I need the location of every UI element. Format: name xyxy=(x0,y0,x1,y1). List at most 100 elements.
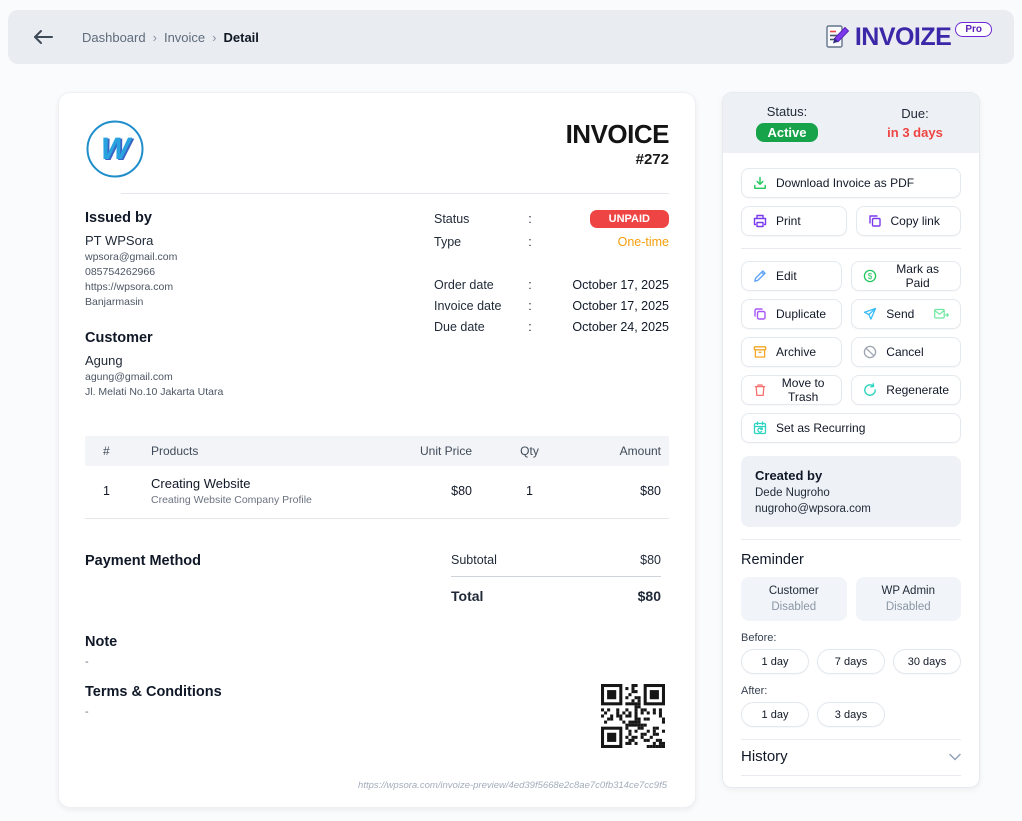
sidebar-due-label: Due: xyxy=(901,106,929,121)
before-1-day-pill[interactable]: 1 day xyxy=(741,649,809,674)
invoice-date-label: Invoice date xyxy=(434,299,502,313)
dollar-circle-icon: $ xyxy=(863,269,877,283)
quantity: 1 xyxy=(526,484,533,498)
chevron-down-icon xyxy=(949,753,961,761)
printer-icon xyxy=(753,214,767,228)
topbar: Dashboard › Invoice › Detail INVOIZE Pro xyxy=(8,10,1014,64)
document-pen-logo-icon xyxy=(824,22,851,51)
product-description: Creating Website Company Profile xyxy=(151,494,312,506)
issuer-email: wpsora@gmail.com xyxy=(85,251,178,263)
total-value: $80 xyxy=(637,588,661,604)
note-heading: Note xyxy=(85,634,118,650)
refresh-icon xyxy=(863,383,877,397)
amount: $80 xyxy=(640,484,661,498)
issued-by-heading: Issued by xyxy=(85,210,152,226)
recurring-calendar-icon xyxy=(753,421,767,435)
copy-link-button[interactable]: Copy link xyxy=(855,206,961,236)
total-label: Total xyxy=(451,588,484,604)
invoice-date-value: October 17, 2025 xyxy=(572,299,669,313)
divider xyxy=(741,775,961,776)
subtotal-value: $80 xyxy=(640,553,661,567)
sidebar-header: Status: Active Due: in 3 days xyxy=(723,93,979,153)
back-button[interactable] xyxy=(30,24,56,50)
mark-as-paid-button[interactable]: $ Mark as Paid xyxy=(851,261,961,291)
send-icon xyxy=(863,307,877,321)
divider xyxy=(741,739,961,740)
payment-method-heading: Payment Method xyxy=(85,553,202,569)
type-value: One-time xyxy=(617,235,669,249)
products-table-header: # Products Unit Price Qty Amount xyxy=(85,436,669,466)
unpaid-badge: UNPAID xyxy=(589,210,669,228)
order-date-label: Order date xyxy=(434,278,494,292)
history-heading: History xyxy=(741,748,788,765)
created-by-box: Created by Dede Nugroho nugroho@wpsora.c… xyxy=(741,456,961,527)
reminder-customer-status: Disabled xyxy=(771,601,817,613)
breadcrumb-invoice[interactable]: Invoice xyxy=(163,29,206,45)
app-logo: INVOIZE Pro xyxy=(824,22,992,52)
after-3-days-pill[interactable]: 3 days xyxy=(817,702,885,727)
breadcrumb-detail: Detail xyxy=(223,29,259,45)
divider xyxy=(741,539,961,540)
after-1-day-pill[interactable]: 1 day xyxy=(741,702,809,727)
products-table: # Products Unit Price Qty Amount 1 Creat… xyxy=(85,436,669,519)
arrow-left-icon xyxy=(31,27,55,47)
reminder-wp-admin-toggle[interactable]: WP Admin Disabled xyxy=(855,577,961,621)
customer-name: Agung xyxy=(85,353,123,368)
cancel-button[interactable]: Cancel xyxy=(851,337,961,367)
send-email-icon xyxy=(934,308,949,320)
print-button[interactable]: Print xyxy=(741,206,847,236)
customer-address: Jl. Melati No.10 Jakarta Utara xyxy=(85,386,224,398)
brand-name: INVOIZE xyxy=(854,23,952,51)
issuer-website: https://wpsora.com xyxy=(85,281,174,293)
header-divider xyxy=(121,193,669,194)
product-name: Creating Website xyxy=(151,476,251,491)
set-as-recurring-button[interactable]: Set as Recurring xyxy=(741,413,961,443)
archive-button[interactable]: Archive xyxy=(741,337,843,367)
reminder-wp-admin-status: Disabled xyxy=(885,601,931,613)
subtotal-label: Subtotal xyxy=(451,553,497,567)
note-content: - xyxy=(85,656,89,668)
copy-icon xyxy=(868,214,882,228)
customer-heading: Customer xyxy=(85,330,153,346)
order-date-value: October 17, 2025 xyxy=(572,278,669,292)
created-by-name: Dede Nugroho xyxy=(755,487,830,499)
due-date-label: Due date xyxy=(434,320,485,334)
sidebar-panel: Status: Active Due: in 3 days Download I… xyxy=(722,92,980,788)
regenerate-button[interactable]: Regenerate xyxy=(851,375,961,405)
breadcrumb-separator: › xyxy=(212,29,217,45)
issuer-phone: 085754262966 xyxy=(85,266,156,278)
sidebar-status-label: Status: xyxy=(766,104,808,119)
breadcrumb: Dashboard › Invoice › Detail xyxy=(82,30,259,45)
svg-text:$: $ xyxy=(868,272,873,281)
reminder-heading: Reminder xyxy=(741,552,804,568)
created-by-email: nugroho@wpsora.com xyxy=(755,503,871,515)
move-to-trash-button[interactable]: Move to Trash xyxy=(741,375,843,405)
invoice-card: W W INVOICE #272 Issued by PT WPSora wps… xyxy=(58,92,696,808)
breadcrumb-dashboard[interactable]: Dashboard xyxy=(82,29,146,45)
company-logo: W W xyxy=(85,119,145,179)
reminder-customer-toggle[interactable]: Customer Disabled xyxy=(741,577,847,621)
before-7-days-pill[interactable]: 7 days xyxy=(817,649,885,674)
reminder-before-label: Before: xyxy=(741,632,777,644)
duplicate-icon xyxy=(753,307,767,321)
customer-email: agung@gmail.com xyxy=(85,371,173,383)
duplicate-button[interactable]: Duplicate xyxy=(741,299,843,329)
send-button[interactable]: Send xyxy=(851,299,961,329)
pencil-icon xyxy=(753,269,767,283)
download-pdf-button[interactable]: Download Invoice as PDF xyxy=(741,168,961,198)
unit-price: $80 xyxy=(451,484,472,498)
invoice-title: INVOICE xyxy=(565,119,670,149)
download-icon xyxy=(753,176,767,190)
invoice-number: #272 xyxy=(635,151,669,168)
status-label: Status xyxy=(434,212,470,226)
edit-button[interactable]: Edit xyxy=(741,261,843,291)
breadcrumb-separator: › xyxy=(152,29,157,45)
archive-icon xyxy=(753,345,767,359)
reminder-after-label: After: xyxy=(741,685,768,697)
qr-code xyxy=(601,684,665,748)
before-30-days-pill[interactable]: 30 days xyxy=(893,649,961,674)
trash-icon xyxy=(753,383,767,397)
ban-icon xyxy=(863,345,877,359)
history-toggle[interactable]: History xyxy=(741,748,961,765)
due-date-value: October 24, 2025 xyxy=(572,320,669,334)
